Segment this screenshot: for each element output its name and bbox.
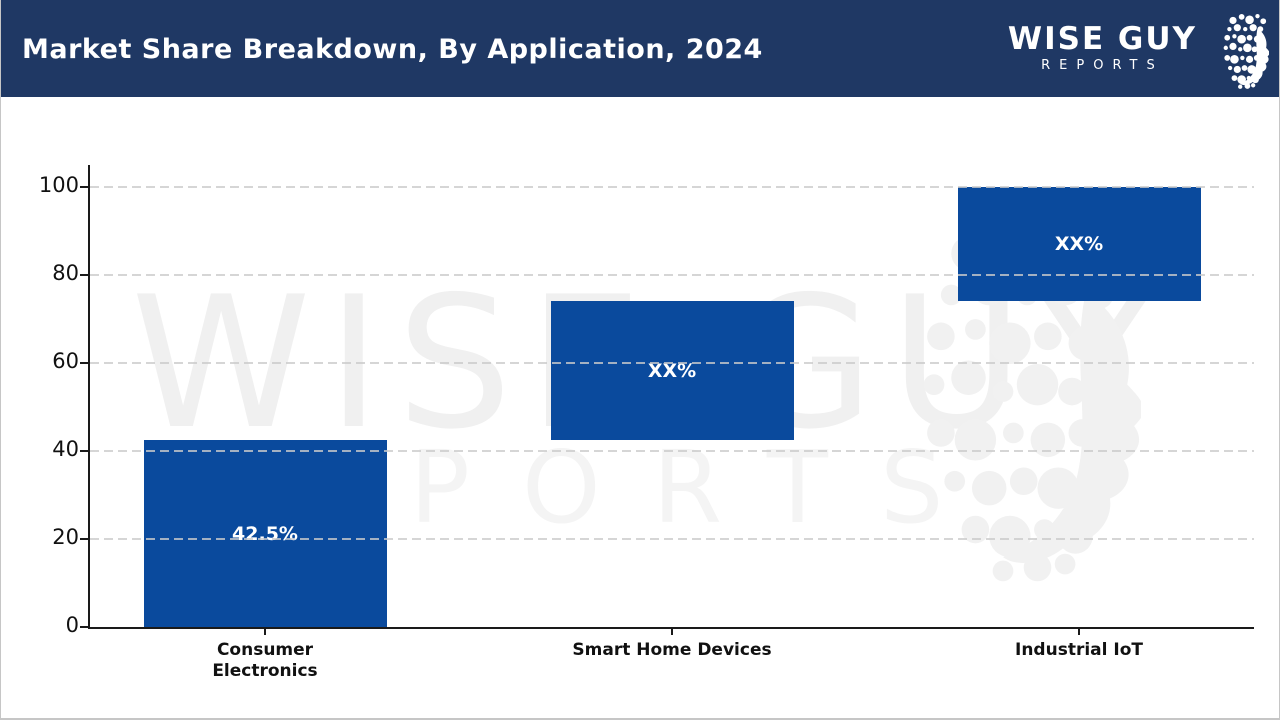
x-axis-category-label: Consumer Electronics xyxy=(212,640,318,682)
bar-segment: XX% xyxy=(957,187,1201,302)
y-gridline xyxy=(90,362,1254,364)
x-axis-tick-mark xyxy=(671,628,673,635)
y-axis-tick-mark xyxy=(80,538,88,540)
y-axis-tick-mark xyxy=(80,186,88,188)
chart-area: WISE GUY REPORTS 02040608010042.5%Consum… xyxy=(1,97,1279,718)
bar-value-label: XX% xyxy=(647,359,697,382)
y-gridline xyxy=(90,450,1254,452)
logo-text: WISE GUY REPORTS xyxy=(1008,22,1197,73)
x-axis-category-label: Smart Home Devices xyxy=(572,640,772,660)
logo-wordmark: WISE GUY xyxy=(1007,21,1197,57)
y-axis-tick-mark xyxy=(80,450,88,452)
logo-face-icon xyxy=(1197,10,1269,90)
y-axis-tick-label: 40 xyxy=(52,437,79,461)
bar-segment: XX% xyxy=(550,301,794,440)
x-axis-tick-mark xyxy=(1078,628,1080,635)
y-axis-tick-mark xyxy=(80,626,88,628)
y-axis-tick-mark xyxy=(80,274,88,276)
plot: 0 20 40 60 80 100 42.5% Consumer Electronics XX%… xyxy=(1,97,1279,718)
y-axis-line xyxy=(88,165,90,629)
bar-segment: 42.5% xyxy=(143,440,387,627)
y-gridline xyxy=(90,538,1254,540)
bar-value-label: XX% xyxy=(1054,233,1104,256)
y-axis-tick-label: 100 xyxy=(38,173,79,197)
y-axis-tick-mark xyxy=(80,362,88,364)
x-axis-category-label: Industrial IoT xyxy=(1015,640,1143,660)
header: Market Share Breakdown, By Application, … xyxy=(1,0,1279,97)
wiseguy-logo: WISE GUY REPORTS xyxy=(1004,6,1269,94)
y-gridline xyxy=(90,186,1254,188)
x-axis-tick-mark xyxy=(264,628,266,635)
y-gridline xyxy=(90,274,1254,276)
logo-subtext: REPORTS xyxy=(1041,58,1164,74)
y-axis-tick-label: 0 xyxy=(65,613,79,637)
bar-value-label: 42.5% xyxy=(232,522,298,545)
page-title: Market Share Breakdown, By Application, … xyxy=(22,34,763,65)
y-axis-tick-label: 60 xyxy=(52,349,79,373)
y-axis-tick-label: 80 xyxy=(52,261,79,285)
y-axis-tick-label: 20 xyxy=(52,525,79,549)
